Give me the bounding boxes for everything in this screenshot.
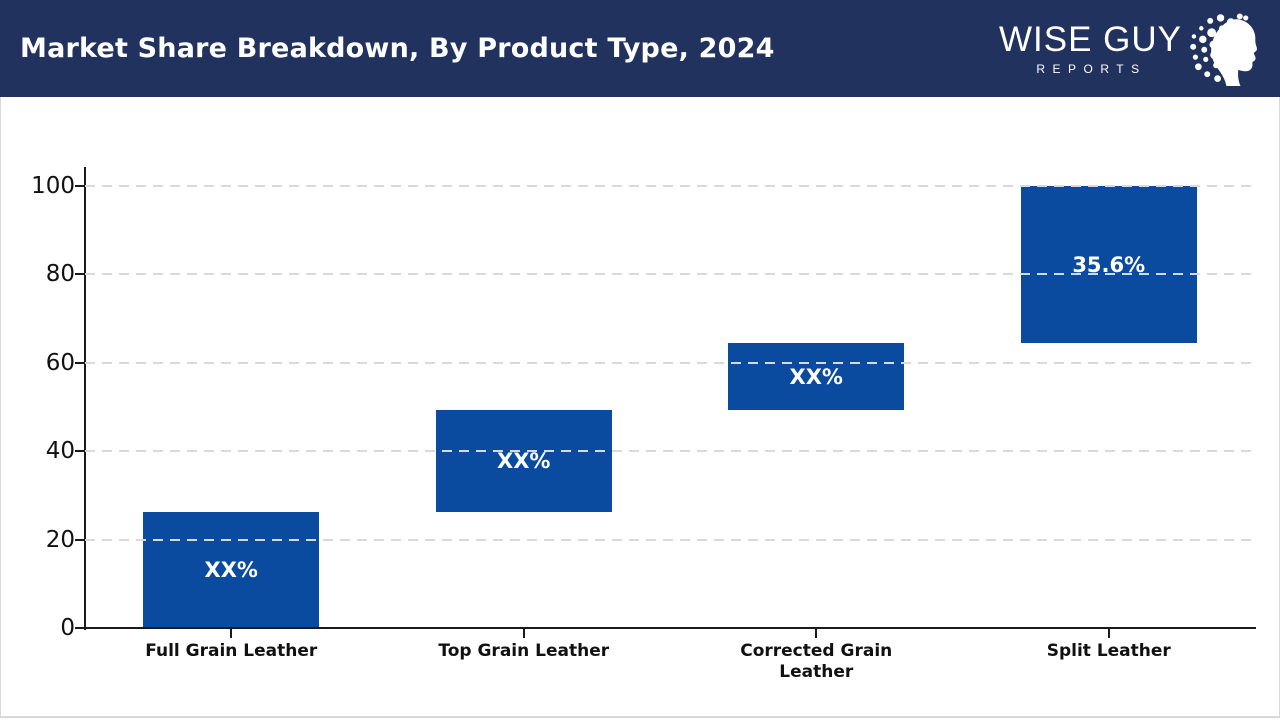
- x-axis-spine: [84, 627, 1256, 629]
- y-tick-label: 60: [45, 349, 75, 376]
- bar-value-label: XX%: [789, 364, 843, 389]
- y-tick-label: 100: [31, 173, 75, 199]
- bar-split-leather: [1020, 186, 1197, 344]
- brand-subtitle: REPORTS: [1036, 62, 1147, 76]
- bar-value-label: XX%: [497, 448, 551, 473]
- y-tick-mark: [75, 185, 85, 187]
- y-tick-mark: [75, 450, 85, 453]
- gridline-y40: [85, 450, 1255, 453]
- x-tick-mark: [1107, 629, 1110, 638]
- gridline-y60: [85, 361, 1255, 364]
- y-tick-mark: [75, 627, 85, 629]
- brand-head-icon: [1190, 12, 1257, 86]
- gridline-y80: [85, 273, 1255, 276]
- bar-full-grain-leather: [143, 511, 320, 628]
- y-tick-mark: [75, 273, 85, 276]
- header-bar: Market Share Breakdown, By Product Type,…: [0, 0, 1280, 97]
- x-category-label: Corrected Grain Leather: [740, 641, 893, 683]
- y-tick-label: 0: [60, 615, 75, 641]
- x-category-label: Split Leather: [1046, 641, 1171, 661]
- y-tick-label: 80: [45, 261, 75, 288]
- gridline-y20: [85, 538, 1255, 541]
- x-tick-mark: [230, 629, 233, 638]
- bar-value-label: XX%: [204, 557, 258, 582]
- brand-logo: WISE GUY REPORTS: [999, 9, 1262, 89]
- y-tick-mark: [75, 361, 85, 364]
- bar-corrected-grain-leather: [728, 343, 905, 411]
- gridline-y100: [85, 185, 1255, 187]
- y-tick-label: 20: [45, 526, 75, 553]
- y-tick-label: 40: [45, 438, 75, 465]
- x-tick-mark: [815, 629, 818, 638]
- x-category-label: Full Grain Leather: [145, 641, 318, 661]
- y-tick-mark: [75, 538, 85, 541]
- x-category-label: Top Grain Leather: [438, 641, 610, 661]
- chart-title: Market Share Breakdown, By Product Type,…: [20, 33, 775, 64]
- bottom-border: [0, 716, 1280, 718]
- bar-value-label: 35.6%: [1072, 252, 1146, 277]
- y-axis-spine: [84, 167, 86, 630]
- brand-text: WISE GUY REPORTS: [999, 22, 1182, 75]
- x-tick-mark: [522, 629, 525, 638]
- brand-name: WISE GUY: [998, 20, 1182, 59]
- bar-top-grain-leather: [435, 410, 612, 512]
